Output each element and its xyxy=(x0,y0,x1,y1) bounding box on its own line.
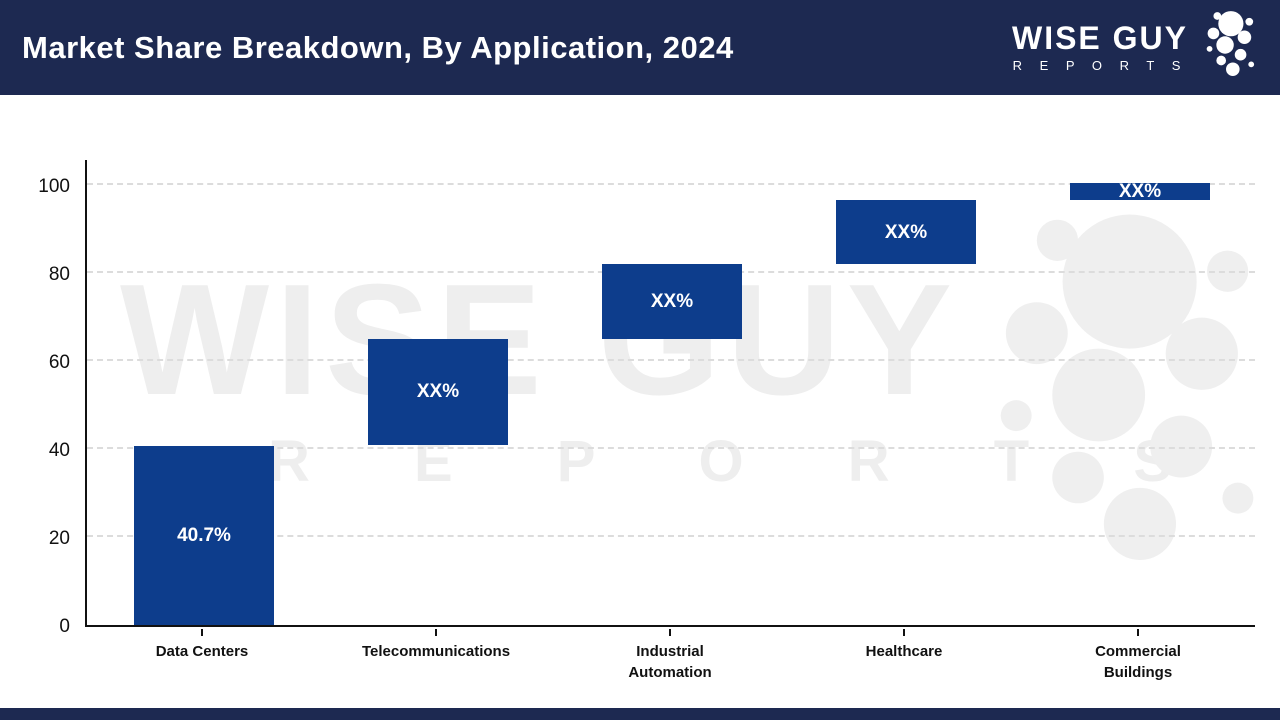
x-tick-telecommunications xyxy=(435,629,437,636)
header-bar: Market Share Breakdown, By Application, … xyxy=(0,0,1280,95)
y-tick-label-20: 20 xyxy=(48,528,70,549)
gridline-100 xyxy=(87,183,1255,185)
y-axis-labels: 0 20 40 60 80 100 xyxy=(0,160,78,637)
bar-label-industrial-automation: XX% xyxy=(650,291,694,313)
x-tick-industrial-automation xyxy=(669,629,671,636)
y-tick-label-60: 60 xyxy=(48,352,70,373)
y-tick-label-0: 0 xyxy=(59,616,70,637)
bar-industrial-automation: XX% xyxy=(602,264,742,339)
brand-tagline: R E P O R T S xyxy=(1012,58,1188,73)
x-tick-data-centers xyxy=(201,629,203,636)
gridline-20 xyxy=(87,535,1255,537)
bar-label-data-centers: 40.7% xyxy=(177,524,231,546)
page-title: Market Share Breakdown, By Application, … xyxy=(22,29,734,65)
x-category-label-healthcare: Healthcare xyxy=(865,643,943,660)
footer-bar xyxy=(0,708,1280,720)
bar-telecommunications: XX% xyxy=(368,339,508,445)
bar-data-centers: 40.7% xyxy=(134,445,274,625)
gridline-40 xyxy=(87,447,1255,449)
x-axis-labels: Data Centers Telecommunications Industrial… xyxy=(85,629,1255,689)
y-tick-label-100: 100 xyxy=(38,176,70,197)
y-tick-label-40: 40 xyxy=(48,440,70,461)
x-category-label-telecommunications: Telecommunications xyxy=(361,643,511,660)
y-tick-label-80: 80 xyxy=(48,264,70,285)
x-category-label-data-centers: Data Centers xyxy=(155,643,249,660)
brand-name: WISE GUY xyxy=(1011,20,1188,56)
bar-commercial-buildings: XX% xyxy=(1070,181,1210,203)
bar-label-telecommunications: XX% xyxy=(416,381,460,403)
bar-healthcare: XX% xyxy=(836,200,976,265)
bar-label-healthcare: XX% xyxy=(884,221,928,243)
x-tick-healthcare xyxy=(903,629,905,636)
x-tick-commercial-buildings xyxy=(1137,629,1139,636)
plot-area: 40.7% XX% XX% XX% XX% xyxy=(85,160,1255,627)
bar-label-commercial-buildings: XX% xyxy=(1118,181,1162,203)
x-category-label-commercial-buildings: Commercial Buildings xyxy=(1095,643,1181,681)
watermark-head-icon xyxy=(944,175,1274,620)
x-category-label-industrial-automation: Industrial Automation xyxy=(628,643,712,681)
gridline-60 xyxy=(87,359,1255,361)
brand-logo: WISE GUY R E P O R T S xyxy=(1012,6,1258,89)
brand-text: WISE GUY R E P O R T S xyxy=(1012,22,1188,73)
brand-head-icon xyxy=(1196,6,1258,89)
watermark-text: WISE GUY xyxy=(120,252,959,428)
